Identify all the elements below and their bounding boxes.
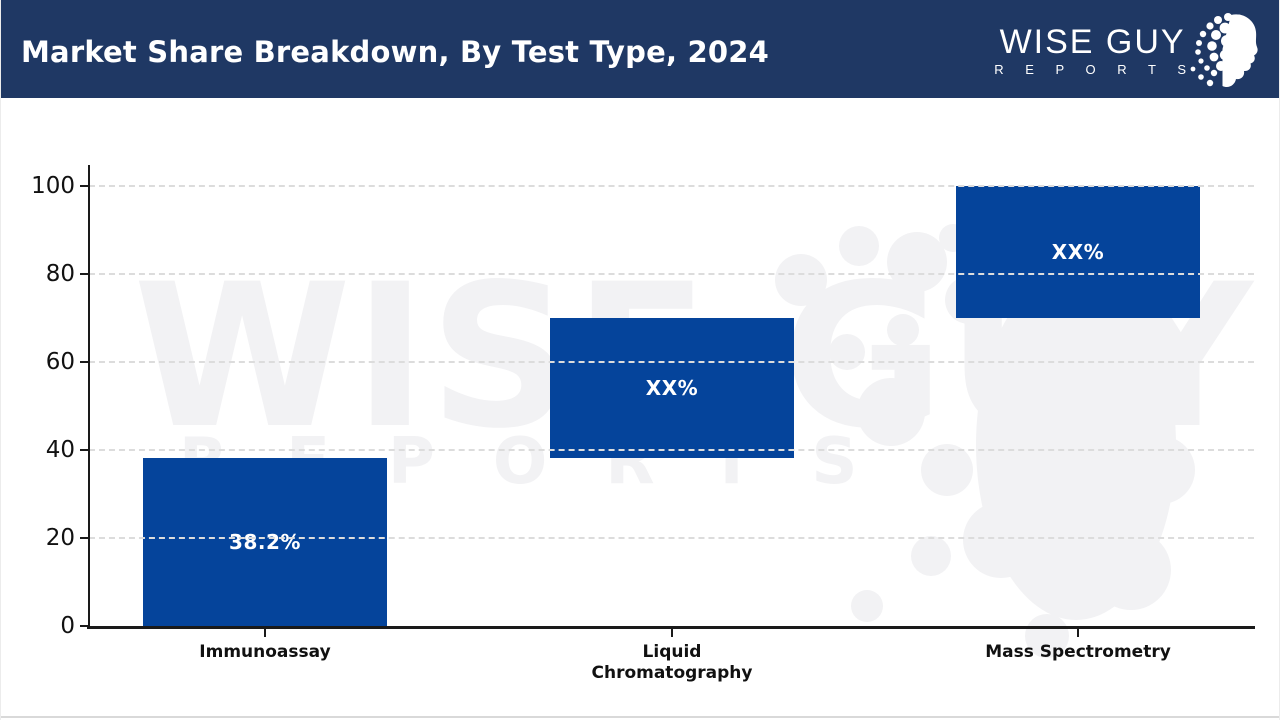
logo-subtext: R E P O R T S: [994, 62, 1195, 77]
gridline-20: [89, 537, 1254, 539]
x-category-label-1: Liquid Chromatography: [591, 642, 753, 684]
y-tick-20: [80, 537, 88, 539]
logo-wordmark: WISE GUY: [999, 23, 1186, 61]
gridline-80: [89, 273, 1254, 275]
footer-divider: [1, 716, 1279, 718]
gridline-100: [89, 185, 1254, 187]
y-tick-label-20: 20: [45, 525, 75, 551]
y-tick-60: [80, 361, 88, 363]
bar-value-label: 38.2%: [229, 529, 301, 554]
x-category-label-0: Immunoassay: [199, 642, 331, 662]
y-tick-label-100: 100: [31, 173, 75, 199]
x-tick-1: [671, 629, 673, 637]
x-axis: [87, 626, 1255, 629]
gridline-60: [89, 361, 1254, 363]
page-title: Market Share Breakdown, By Test Type, 20…: [21, 35, 770, 69]
y-tick-label-80: 80: [45, 261, 75, 287]
logo-text: WISE GUY R E P O R T S: [990, 25, 1195, 77]
bar-0: 38.2%: [143, 457, 387, 626]
bar-2: XX%: [956, 186, 1200, 318]
face-profile-icon: [1190, 13, 1258, 88]
bar-value-label: XX%: [1051, 240, 1105, 264]
bar-value-label: XX%: [645, 375, 699, 400]
header-bar: Market Share Breakdown, By Test Type, 20…: [1, 0, 1279, 98]
x-tick-2: [1077, 629, 1079, 637]
wiseguy-logo: WISE GUY R E P O R T S: [990, 11, 1267, 91]
y-tick-40: [80, 449, 88, 451]
bar-1: XX%: [550, 318, 794, 458]
y-tick-label-40: 40: [45, 437, 75, 463]
y-tick-0: [80, 625, 88, 627]
y-tick-100: [80, 185, 88, 187]
x-category-label-2: Mass Spectrometry: [985, 642, 1171, 662]
y-tick-80: [80, 273, 88, 275]
y-axis: [88, 165, 90, 628]
x-tick-0: [264, 629, 266, 637]
gridline-40: [89, 449, 1254, 451]
y-tick-label-0: 0: [60, 613, 75, 639]
y-tick-label-60: 60: [45, 349, 75, 375]
